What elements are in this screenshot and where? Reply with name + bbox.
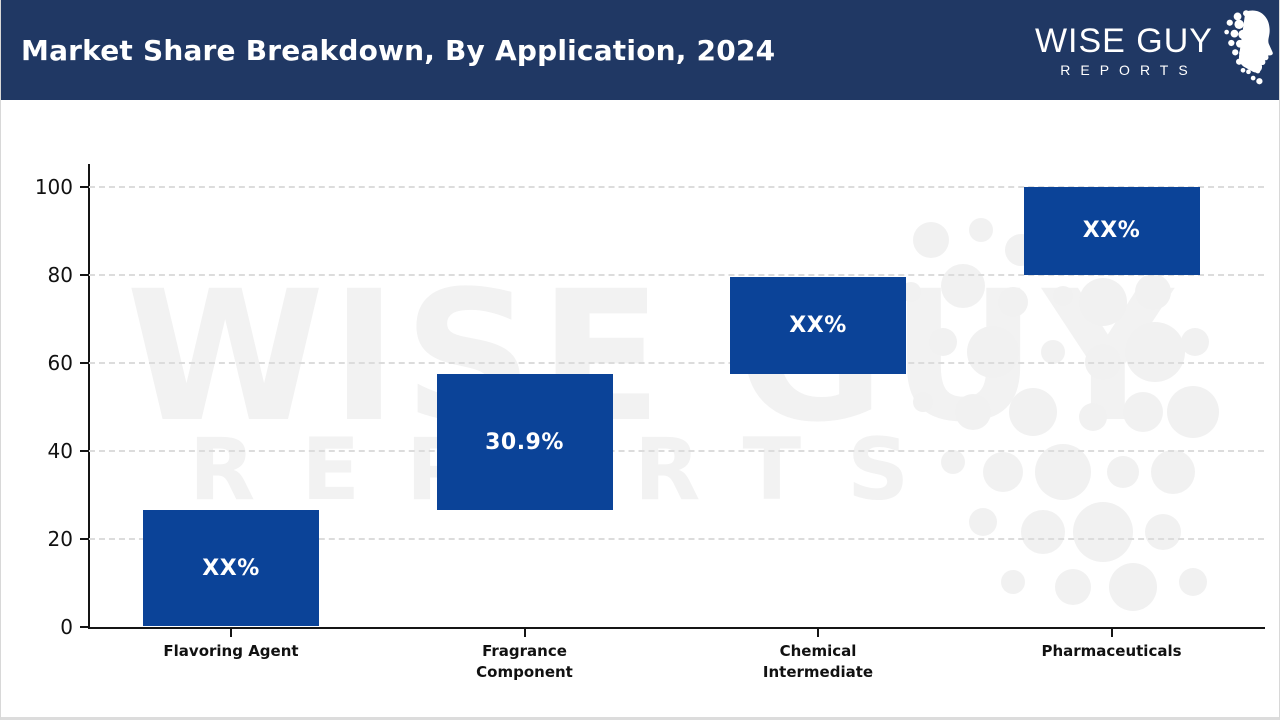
y-axis-label-60: 60 <box>47 350 73 375</box>
y-axis-tick-0 <box>80 625 89 628</box>
bar-fragrance-component: 30.9% <box>436 374 613 511</box>
gridline-20 <box>89 537 1264 540</box>
x-axis-tick-flavoring-agent <box>230 629 232 637</box>
y-axis-tick-40 <box>80 449 89 452</box>
logo-subtitle: REPORTS <box>1060 61 1198 78</box>
x-axis-spine <box>88 627 1265 629</box>
y-axis-label-0: 0 <box>60 614 73 639</box>
y-axis-label-20: 20 <box>47 526 73 551</box>
gridline-80 <box>89 273 1264 276</box>
bar-flavoring-agent: XX% <box>143 510 319 627</box>
bar-value-label-chemical-intermediate: XX% <box>789 312 847 338</box>
x-axis-label-chemical-intermediate: Chemical Intermediate <box>762 642 874 681</box>
x-axis-label-pharmaceuticals: Pharmaceuticals <box>1041 642 1182 660</box>
header-band: Market Share Breakdown, By Application, … <box>1 0 1279 100</box>
gridline-100 <box>89 186 1264 188</box>
bar-value-label-fragrance-component: 30.9% <box>485 429 564 455</box>
bar-chemical-intermediate: XX% <box>730 276 906 375</box>
y-axis-tick-80 <box>80 273 89 276</box>
gridline-40 <box>89 449 1264 452</box>
y-axis-label-100: 100 <box>34 175 73 199</box>
y-axis-label-80: 80 <box>47 262 73 287</box>
x-axis-label-fragrance-component: Fragrance Component <box>476 642 573 681</box>
bar-value-label-pharmaceuticals: XX% <box>1082 218 1141 244</box>
wiseguy-logo-text: WISE GUY REPORTS <box>1035 23 1213 78</box>
gridline-60 <box>89 361 1264 364</box>
y-axis-label-40: 40 <box>47 438 73 463</box>
logo-wordmark: WISE GUY <box>1034 21 1213 60</box>
watermark-face-dots <box>901 215 1219 611</box>
logo-face-icon <box>1224 10 1273 85</box>
wiseguy-logo: WISE GUY REPORTS <box>1035 2 1275 98</box>
x-axis-tick-chemical-intermediate <box>817 629 819 637</box>
x-axis-tick-fragrance-component <box>523 629 526 637</box>
y-axis-tick-60 <box>80 361 89 364</box>
bar-value-label-flavoring-agent: XX% <box>202 555 260 581</box>
x-axis-tick-pharmaceuticals <box>1110 629 1113 637</box>
page-title: Market Share Breakdown, By Application, … <box>21 33 776 67</box>
x-axis-label-flavoring-agent: Flavoring Agent <box>163 642 299 660</box>
y-axis-tick-100 <box>80 186 89 188</box>
bar-pharmaceuticals: XX% <box>1023 187 1200 275</box>
y-axis-spine <box>88 164 90 629</box>
y-axis-tick-20 <box>80 537 89 540</box>
